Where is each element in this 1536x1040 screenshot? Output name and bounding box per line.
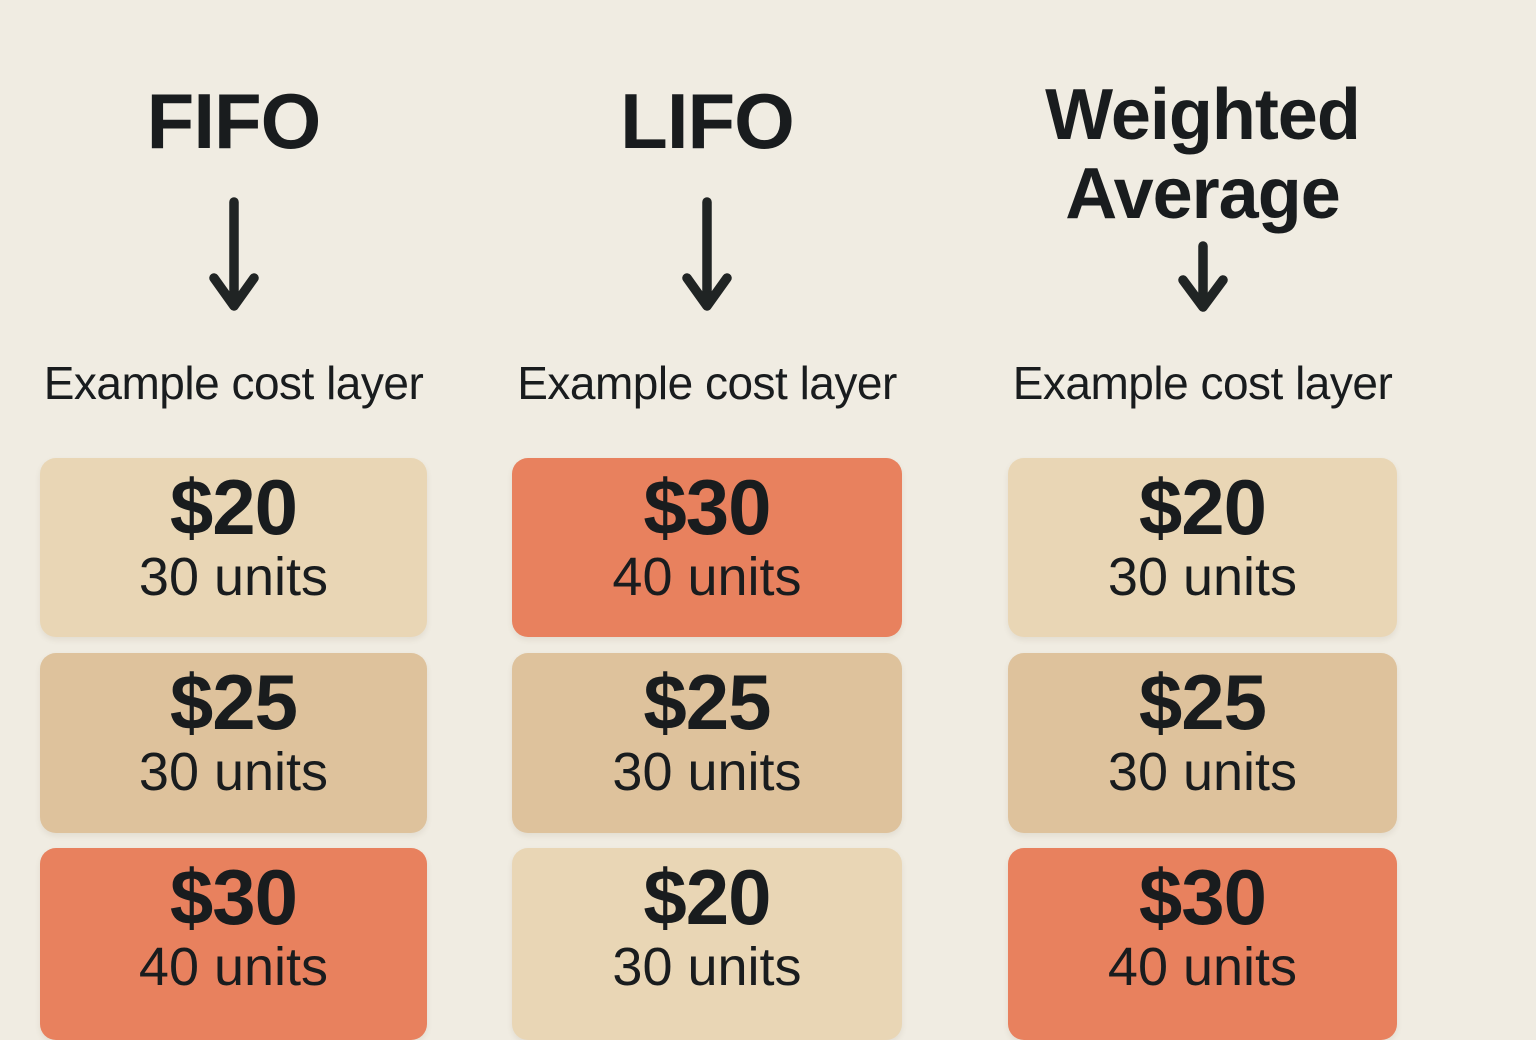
price-value: $30 bbox=[643, 463, 771, 551]
cost-layer-box: $20 30 units bbox=[1008, 458, 1397, 637]
column-fifo: FIFO Example cost layer $20 30 units $25… bbox=[40, 0, 427, 1040]
price-value: $25 bbox=[1138, 658, 1267, 746]
column-title: FIFO bbox=[146, 77, 322, 165]
column-weighted-average: Weighted Average Example cost layer $20 … bbox=[1008, 0, 1397, 1040]
price-value: $30 bbox=[169, 853, 298, 941]
cost-layer-box: $30 40 units bbox=[512, 458, 902, 637]
unit-count: 30 units bbox=[138, 547, 329, 607]
cost-layer-box: $20 30 units bbox=[512, 848, 902, 1040]
unit-count: 40 units bbox=[1107, 937, 1298, 997]
unit-count: 30 units bbox=[1107, 742, 1298, 802]
cost-layer-box: $25 30 units bbox=[1008, 653, 1397, 833]
cost-layer-label: Example cost layer bbox=[1012, 357, 1393, 409]
column-title: LIFO bbox=[620, 77, 795, 165]
cost-layer-label: Example cost layer bbox=[517, 357, 897, 409]
unit-count: 30 units bbox=[612, 742, 802, 802]
column-title: Weighted Average bbox=[1045, 75, 1361, 235]
down-arrow-icon bbox=[677, 194, 737, 334]
down-arrow-icon bbox=[1173, 240, 1233, 335]
cost-layer-label: Example cost layer bbox=[43, 357, 424, 409]
price-value: $20 bbox=[1138, 463, 1267, 551]
column-lifo: LIFO Example cost layer $30 40 units $25… bbox=[512, 0, 902, 1040]
cost-layer-box: $25 30 units bbox=[512, 653, 902, 833]
unit-count: 30 units bbox=[612, 937, 802, 997]
unit-count: 30 units bbox=[138, 742, 329, 802]
cost-layer-box: $25 30 units bbox=[40, 653, 427, 833]
price-value: $25 bbox=[169, 658, 298, 746]
unit-count: 40 units bbox=[138, 937, 329, 997]
cost-layer-box: $30 40 units bbox=[40, 848, 427, 1040]
unit-count: 30 units bbox=[1107, 547, 1298, 607]
price-value: $20 bbox=[169, 463, 298, 551]
cost-layer-box: $30 40 units bbox=[1008, 848, 1397, 1040]
down-arrow-icon bbox=[204, 194, 264, 334]
unit-count: 40 units bbox=[612, 547, 802, 607]
cost-layer-box: $20 30 units bbox=[40, 458, 427, 637]
price-value: $25 bbox=[643, 658, 771, 746]
price-value: $20 bbox=[643, 853, 771, 941]
price-value: $30 bbox=[1138, 853, 1267, 941]
